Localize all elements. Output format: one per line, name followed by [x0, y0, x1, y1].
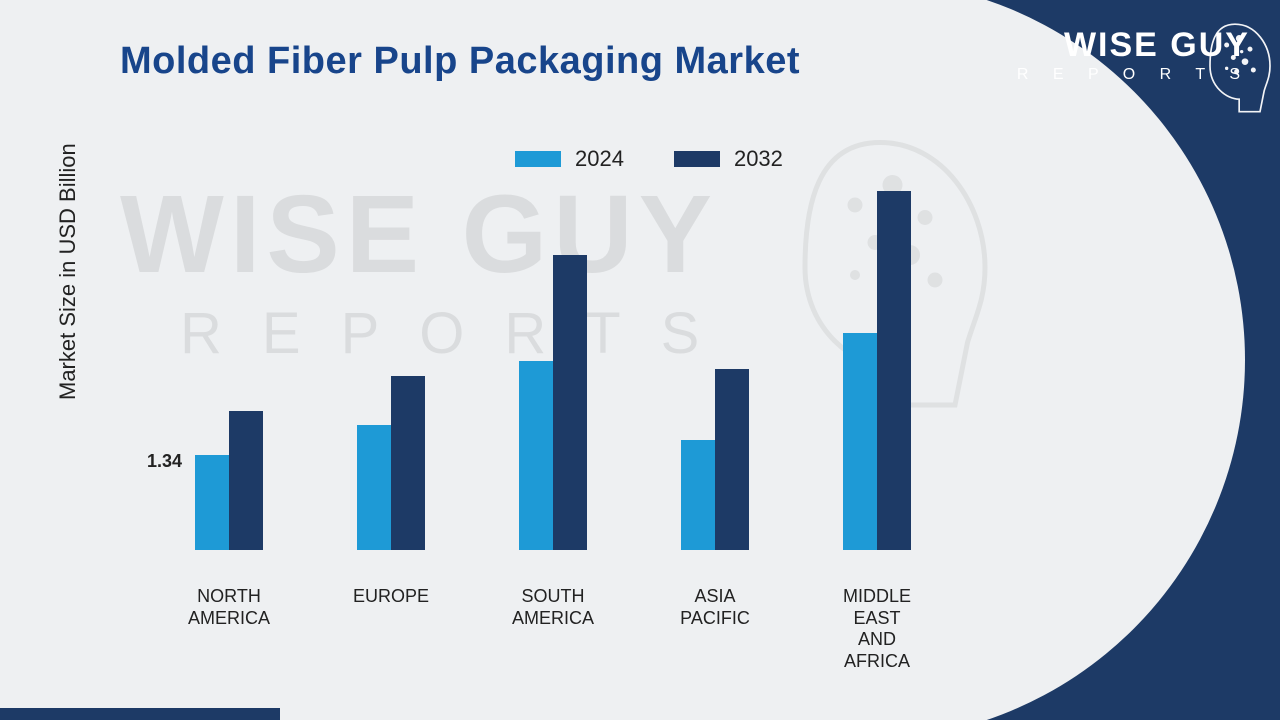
- bar-2032: [877, 191, 911, 550]
- bar-2032: [715, 369, 749, 550]
- chart-title: Molded Fiber Pulp Packaging Market: [120, 40, 800, 83]
- right-panel: WISE GUY R E P O R T S: [965, 0, 1280, 720]
- x-axis-label: MIDDLEEASTANDAFRICA: [807, 586, 947, 672]
- legend-swatch-2032: [674, 151, 720, 167]
- bar-2032: [229, 411, 263, 550]
- bar-2024: [195, 455, 229, 550]
- bar-2024: [357, 425, 391, 550]
- bar-group: [195, 411, 263, 550]
- bar-group: [519, 255, 587, 550]
- bar-value-label: 1.34: [147, 451, 182, 472]
- footer-accent-bar: [0, 708, 280, 720]
- chart-canvas: WISE GUY R E P O R T S Molded Fiber Pulp…: [0, 0, 1280, 720]
- legend-item-2024: 2024: [515, 146, 624, 172]
- legend-item-2032: 2032: [674, 146, 783, 172]
- brand-subtitle: R E P O R T S: [1017, 66, 1250, 84]
- bar-2032: [391, 376, 425, 550]
- bar-group: [357, 376, 425, 550]
- bar-2032: [553, 255, 587, 550]
- plot-area: NORTHAMERICAEUROPESOUTHAMERICAASIAPACIFI…: [145, 180, 925, 550]
- legend-swatch-2024: [515, 151, 561, 167]
- bar-2024: [843, 333, 877, 550]
- x-axis-label: NORTHAMERICA: [159, 586, 299, 629]
- bar-2024: [681, 440, 715, 550]
- x-axis-label: SOUTHAMERICA: [483, 586, 623, 629]
- legend-label-2024: 2024: [575, 146, 624, 172]
- legend-label-2032: 2032: [734, 146, 783, 172]
- y-axis-label: Market Size in USD Billion: [55, 143, 81, 400]
- legend: 2024 2032: [515, 146, 783, 172]
- x-axis-label: EUROPE: [321, 586, 461, 608]
- brand-logo: WISE GUY R E P O R T S: [1017, 28, 1250, 84]
- x-axis-label: ASIAPACIFIC: [645, 586, 785, 629]
- bar-group: [843, 191, 911, 550]
- chart-area: Market Size in USD Billion 2024 2032 NOR…: [95, 150, 930, 650]
- bar-2024: [519, 361, 553, 550]
- bar-group: [681, 369, 749, 550]
- brand-name: WISE GUY: [1017, 28, 1250, 62]
